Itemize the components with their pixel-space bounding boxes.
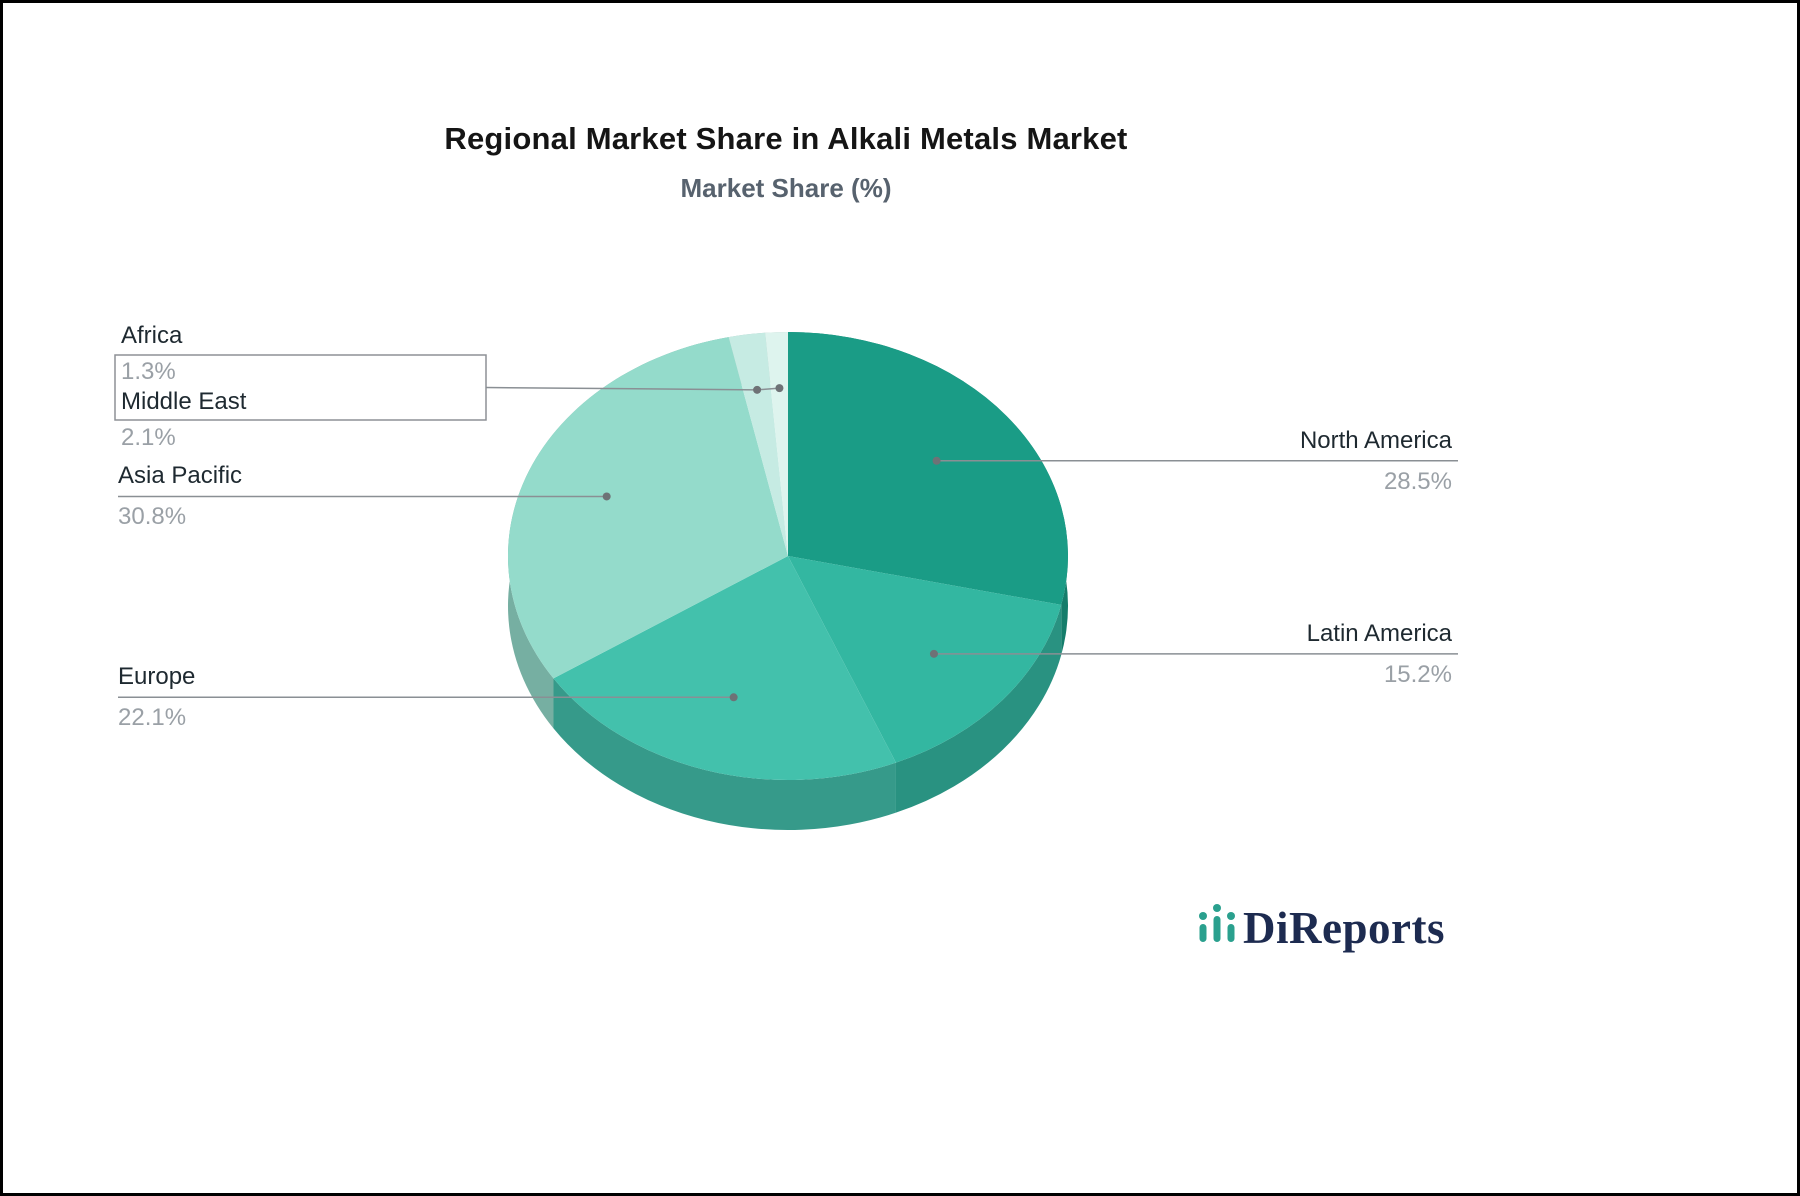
callout-dot-asia-pacific: [602, 492, 611, 501]
callout-group-box: [114, 354, 487, 421]
pie-slice-europe: [553, 556, 896, 781]
pie-chart: [114, 332, 1458, 831]
brand-logo: DiReports: [1197, 900, 1445, 951]
brand-wordmark: DiReports: [1243, 903, 1445, 953]
callout-dot-middle-east: [753, 385, 762, 394]
callout-dot-europe: [729, 693, 738, 702]
chart-title: Regional Market Share in Alkali Metals M…: [444, 121, 1128, 156]
chart-subtitle: Market Share (%): [680, 173, 892, 203]
bar-chart-icon: [1199, 904, 1235, 942]
pie-slice-north-america: [788, 332, 1069, 605]
callout-dot-latin-america: [929, 649, 938, 658]
pie-slice-asia-pacific: [507, 337, 788, 679]
pie-slice-side-latin-america: [895, 604, 1062, 813]
callout-dot-africa: [775, 384, 784, 393]
callout-dot-north-america: [932, 456, 941, 465]
pie-slice-side-europe: [553, 678, 896, 831]
pie-slice-latin-america: [788, 556, 1062, 763]
pie-slice-middle-east: [728, 332, 788, 556]
